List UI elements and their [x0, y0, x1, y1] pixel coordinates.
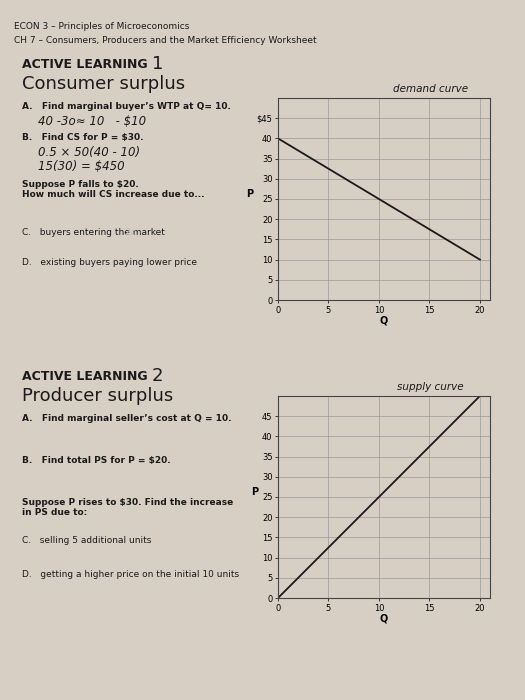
Text: D.   getting a higher price on the initial 10 units: D. getting a higher price on the initial…	[22, 570, 239, 579]
Text: Producer surplus: Producer surplus	[22, 387, 173, 405]
Text: Suppose P rises to $30. Find the increase
in PS due to:: Suppose P rises to $30. Find the increas…	[22, 498, 233, 517]
Text: 2: 2	[152, 367, 163, 385]
Text: 15(30) = $450: 15(30) = $450	[38, 160, 124, 173]
Text: C.   buyers entering the market: C. buyers entering the market	[22, 228, 165, 237]
Text: Suppose P falls to $20.
How much will CS increase due to...: Suppose P falls to $20. How much will CS…	[22, 180, 205, 200]
Text: supply curve: supply curve	[397, 382, 464, 393]
Text: D.   existing buyers paying lower price: D. existing buyers paying lower price	[22, 258, 197, 267]
Text: CH 7 – Consumers, Producers and the Market Efficiency Worksheet: CH 7 – Consumers, Producers and the Mark…	[14, 36, 317, 45]
Text: ACTIVE LEARNING: ACTIVE LEARNING	[22, 370, 156, 383]
X-axis label: Q: Q	[380, 614, 388, 624]
Text: 2c.-: 2c.-	[120, 228, 141, 237]
Text: B.   Find total PS for P = $20.: B. Find total PS for P = $20.	[22, 456, 171, 465]
Text: C.   selling 5 additional units: C. selling 5 additional units	[22, 536, 151, 545]
Text: B.   Find CS for P = $30.: B. Find CS for P = $30.	[22, 133, 143, 142]
Text: A.   Find marginal seller’s cost at Q = 10.: A. Find marginal seller’s cost at Q = 10…	[22, 414, 232, 423]
Text: demand curve: demand curve	[393, 85, 468, 95]
Text: Consumer surplus: Consumer surplus	[22, 75, 185, 93]
Text: ACTIVE LEARNING: ACTIVE LEARNING	[22, 58, 156, 71]
X-axis label: Q: Q	[380, 316, 388, 326]
Text: ECON 3 – Principles of Microeconomics: ECON 3 – Principles of Microeconomics	[14, 22, 190, 31]
Text: 0.5 × 50(40 - 10): 0.5 × 50(40 - 10)	[38, 146, 140, 159]
Y-axis label: P: P	[246, 189, 253, 199]
Text: 40 -3o≈ 10   - $10: 40 -3o≈ 10 - $10	[38, 115, 146, 128]
Text: A.   Find marginal buyer’s WTP at Q= 10.: A. Find marginal buyer’s WTP at Q= 10.	[22, 102, 231, 111]
Y-axis label: P: P	[251, 487, 258, 497]
Text: 1: 1	[152, 55, 163, 73]
